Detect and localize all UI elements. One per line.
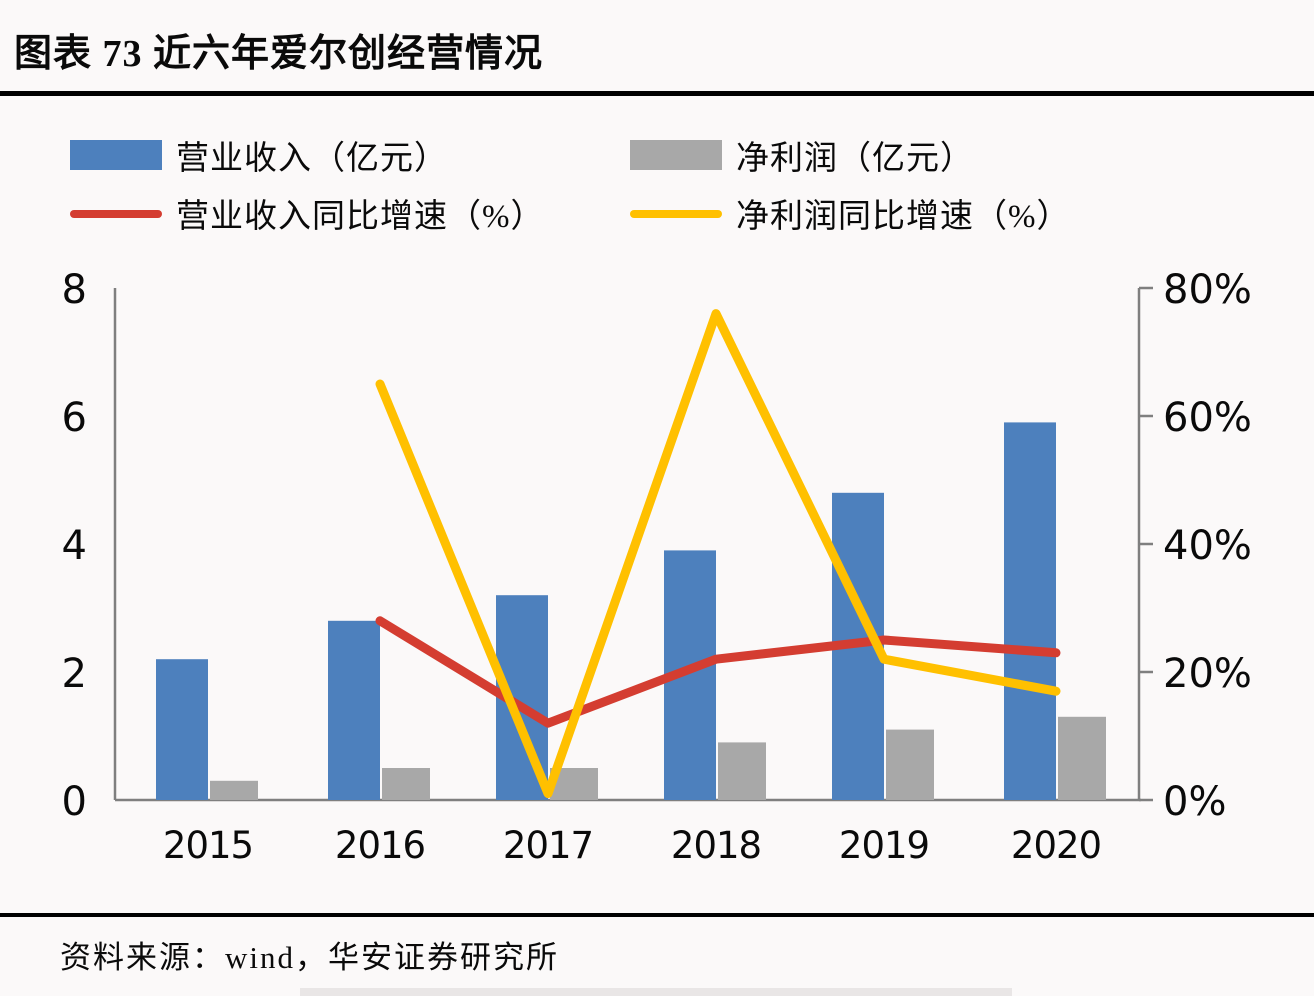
right-axis-tick-label: 0% xyxy=(1163,779,1226,825)
x-axis-label-2018: 2018 xyxy=(671,824,761,867)
cropped-next-element xyxy=(300,988,1012,996)
left-axis-tick-label: 2 xyxy=(62,651,87,697)
legend-item-net-profit: 净利润（亿元） xyxy=(630,131,1260,179)
revenue-growth-line-swatch xyxy=(70,210,162,218)
net-profit-growth-line-swatch xyxy=(630,210,722,218)
x-axis-label-2017: 2017 xyxy=(503,824,593,867)
legend-label-revenue: 营业收入（亿元） xyxy=(176,141,448,177)
combo-chart-plot-area: 8 80% 6 60% 4 40% 2 20% 0 0% 2015 2016 2017 2018 2019 2… xyxy=(62,267,1252,867)
bar-net-profit-2016 xyxy=(382,768,430,800)
revenue-bar-swatch xyxy=(70,140,162,170)
bar-revenue-2020 xyxy=(1004,422,1056,800)
footer-divider xyxy=(0,913,1314,917)
right-axis-tick-label: 20% xyxy=(1163,651,1252,697)
left-axis-tick-label: 0 xyxy=(62,779,87,825)
x-axis-label-2020: 2020 xyxy=(1011,824,1101,867)
title-divider xyxy=(0,91,1314,96)
x-axis-label-2015: 2015 xyxy=(163,824,253,867)
legend-item-revenue-growth: 营业收入同比增速（%） xyxy=(0,189,630,237)
bar-revenue-2016 xyxy=(328,620,380,800)
left-axis-tick-label: 4 xyxy=(62,523,87,569)
source-note: 资料来源：wind，华安证券研究所 xyxy=(60,940,559,975)
x-axis-label-2019: 2019 xyxy=(839,824,929,867)
legend-label-net-profit-growth: 净利润同比增速（%） xyxy=(736,199,1071,235)
bar-revenue-2015 xyxy=(156,659,208,800)
right-axis-tick-label: 80% xyxy=(1163,267,1252,313)
legend-row-2: 营业收入同比增速（%） 净利润同比增速（%） xyxy=(0,184,1314,242)
chart-legend: 营业收入（亿元） 净利润（亿元） 营业收入同比增速（%） 净利润同比增速（%） xyxy=(0,126,1314,242)
bar-net-profit-2019 xyxy=(886,729,934,800)
bar-net-profit-2018 xyxy=(718,742,766,800)
right-axis-tick-label: 60% xyxy=(1163,395,1252,441)
legend-item-revenue: 营业收入（亿元） xyxy=(0,131,630,179)
line-revenue-growth xyxy=(375,616,1061,728)
x-axis-label-2016: 2016 xyxy=(335,824,425,867)
legend-label-revenue-growth: 营业收入同比增速（%） xyxy=(176,199,545,235)
legend-item-net-profit-growth: 净利润同比增速（%） xyxy=(630,189,1260,237)
left-axis-tick-label: 6 xyxy=(62,395,87,441)
chart-title: 图表 73 近六年爱尔创经营情况 xyxy=(14,33,544,75)
net-profit-bar-swatch xyxy=(630,140,722,170)
legend-row-1: 营业收入（亿元） 净利润（亿元） xyxy=(0,126,1314,184)
legend-label-net-profit: 净利润（亿元） xyxy=(736,141,974,177)
right-axis-tick-label: 40% xyxy=(1163,523,1252,569)
bar-net-profit-2015 xyxy=(210,780,258,800)
chart-header: 图表 73 近六年爱尔创经营情况 xyxy=(0,0,1314,96)
left-axis-tick-label: 8 xyxy=(62,267,87,313)
line-net-profit-growth xyxy=(375,309,1061,799)
bar-net-profit-2020 xyxy=(1058,716,1106,800)
